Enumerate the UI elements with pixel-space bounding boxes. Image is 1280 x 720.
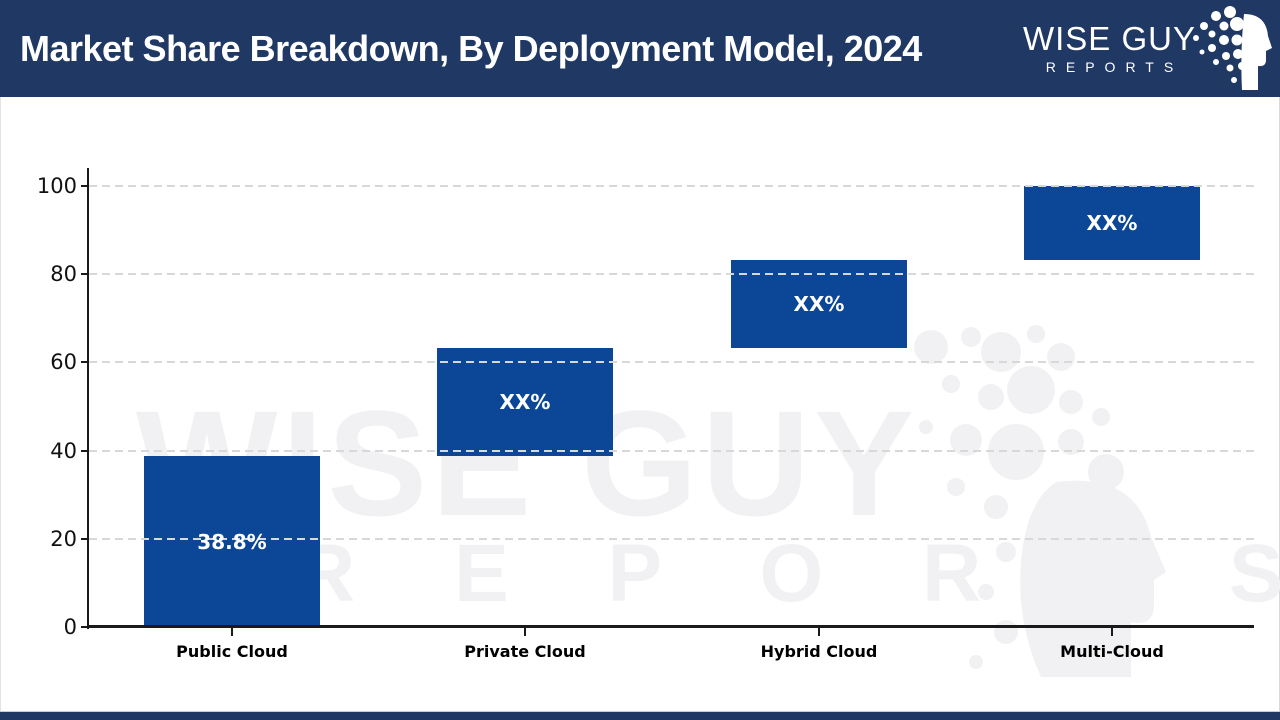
x-tick-mark [818, 628, 820, 636]
footer-bar [0, 711, 1280, 720]
y-tick-label: 60 [50, 350, 77, 374]
bar-value-label: XX% [793, 292, 845, 316]
bar-value-label: XX% [499, 390, 551, 414]
gridline [89, 361, 1254, 363]
y-tick-mark [81, 361, 89, 363]
bar: XX% [437, 348, 613, 456]
x-category-label: Multi-Cloud [1060, 642, 1164, 661]
y-tick-label: 100 [36, 174, 77, 198]
y-tick-label: 40 [50, 439, 77, 463]
bar: 38.8% [144, 456, 320, 627]
brand-logo-text: WISE GUY REPORTS [1022, 20, 1196, 76]
x-category-label: Private Cloud [464, 642, 586, 661]
y-tick-mark [81, 450, 89, 452]
y-tick-label: 0 [63, 615, 77, 639]
y-tick-label: 20 [50, 527, 77, 551]
chart-area: WISE GUY R E P O R T S 38.8% XX% XX% XX% 0 20… [0, 97, 1280, 712]
x-category-label: Public Cloud [176, 642, 288, 661]
y-tick-label: 80 [50, 262, 77, 286]
y-tick-mark [81, 626, 89, 628]
y-axis-line [87, 168, 89, 629]
page-title: Market Share Breakdown, By Deployment Mo… [20, 27, 922, 69]
gridline [89, 538, 1254, 540]
x-axis-line [87, 625, 1254, 628]
y-tick-mark [81, 185, 89, 187]
gridline [89, 450, 1254, 452]
x-tick-mark [231, 628, 233, 636]
brand-logo: WISE GUY REPORTS [1023, 4, 1274, 92]
bar: XX% [1024, 186, 1200, 260]
gridline [89, 273, 1254, 275]
y-tick-mark [81, 538, 89, 540]
x-category-label: Hybrid Cloud [760, 642, 878, 661]
watermark-head-icon [914, 325, 1166, 677]
bar-value-label: 38.8% [197, 529, 267, 554]
brand-name: WISE GUY [1022, 20, 1196, 57]
header-banner: Market Share Breakdown, By Deployment Mo… [0, 0, 1280, 97]
y-tick-mark [81, 273, 89, 275]
dotted-head-icon [1193, 6, 1272, 90]
gridline [89, 185, 1254, 187]
x-tick-mark [1111, 628, 1113, 636]
x-tick-mark [524, 628, 526, 636]
brand-subtitle: REPORTS [1045, 59, 1184, 75]
bar-value-label: XX% [1086, 211, 1138, 235]
